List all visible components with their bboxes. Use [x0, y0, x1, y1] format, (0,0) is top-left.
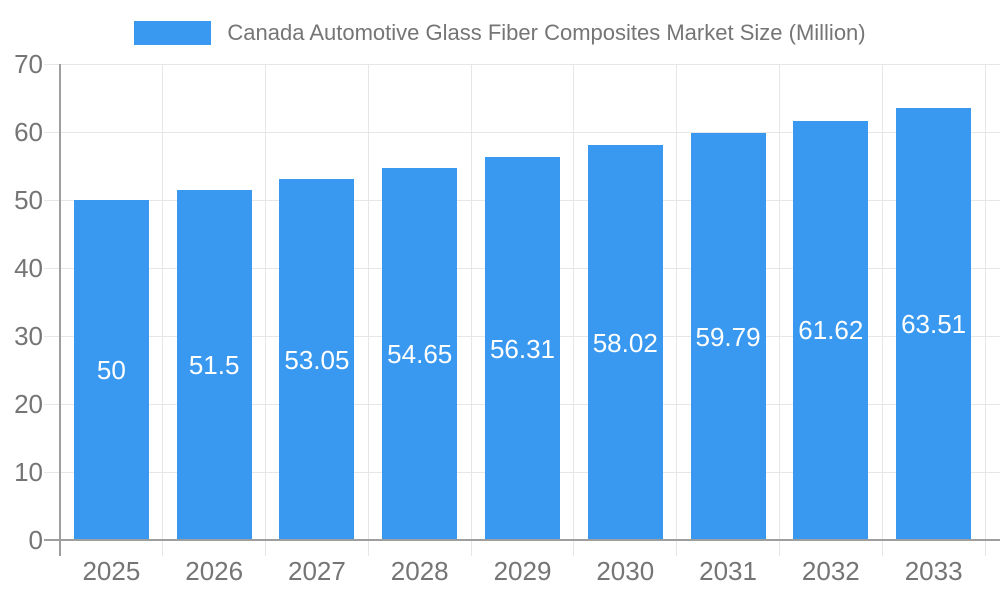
bar-2030[interactable]: 58.02 — [587, 145, 663, 540]
legend-swatch — [134, 20, 212, 45]
y-tick-label: 10 — [14, 457, 43, 487]
y-tick-label: 20 — [14, 389, 43, 419]
y-gridline — [44, 131, 1000, 133]
bar-value-label: 53.05 — [284, 344, 350, 375]
legend-title: Canada Automotive Glass Fiber Composites… — [227, 19, 866, 45]
bar-2029[interactable]: 56.31 — [485, 157, 560, 540]
bar-2033[interactable]: 63.51 — [896, 108, 972, 540]
bar-2028[interactable]: 54.65 — [382, 168, 458, 540]
bar-2031[interactable]: 59.79 — [690, 133, 766, 540]
x-tick-label: 2025 — [82, 556, 141, 586]
bar-value-label: 59.79 — [695, 321, 761, 352]
x-tick-label: 2029 — [493, 556, 552, 586]
x-tick-label: 2026 — [185, 556, 244, 586]
bar-value-label: 56.31 — [489, 333, 556, 364]
x-gridline — [470, 64, 472, 556]
x-gridline — [265, 64, 267, 556]
x-gridline — [778, 64, 780, 556]
bar-value-label: 61.62 — [798, 315, 864, 346]
x-gridline — [573, 64, 575, 556]
y-tick-label: 40 — [14, 253, 43, 283]
y-gridline — [44, 63, 1000, 65]
bar-2026[interactable]: 51.5 — [176, 189, 252, 540]
bar-value-label: 54.65 — [387, 339, 453, 370]
bar-value-label: 51.5 — [188, 349, 240, 380]
y-tick-label: 60 — [14, 117, 43, 147]
y-tick-label: 0 — [28, 525, 43, 555]
x-axis-line — [44, 539, 1000, 541]
x-tick-label: 2033 — [904, 556, 963, 586]
y-axis-line — [59, 64, 61, 556]
x-tick-label: 2031 — [699, 556, 757, 586]
x-gridline — [881, 64, 883, 556]
bar-value-label: 63.51 — [901, 309, 967, 340]
x-tick-label: 2030 — [596, 556, 655, 586]
bar-2025[interactable]: 50 — [73, 200, 149, 540]
bar-value-label: 58.02 — [592, 327, 658, 358]
x-gridline — [162, 64, 164, 556]
x-gridline — [676, 64, 678, 556]
y-tick-label: 50 — [14, 185, 43, 215]
y-tick-label: 30 — [14, 321, 43, 351]
bar-value-label: 50 — [96, 355, 126, 385]
x-tick-label: 2027 — [288, 556, 346, 586]
y-tick-label: 70 — [14, 49, 43, 79]
x-gridline — [984, 64, 986, 556]
chart-legend[interactable]: Canada Automotive Glass Fiber Composites… — [0, 20, 1000, 45]
x-gridline — [367, 64, 369, 556]
x-tick-label: 2032 — [801, 556, 860, 586]
bar-2027[interactable]: 53.05 — [279, 179, 355, 540]
x-tick-label: 2028 — [390, 556, 449, 586]
bar-2032[interactable]: 61.62 — [793, 120, 869, 540]
